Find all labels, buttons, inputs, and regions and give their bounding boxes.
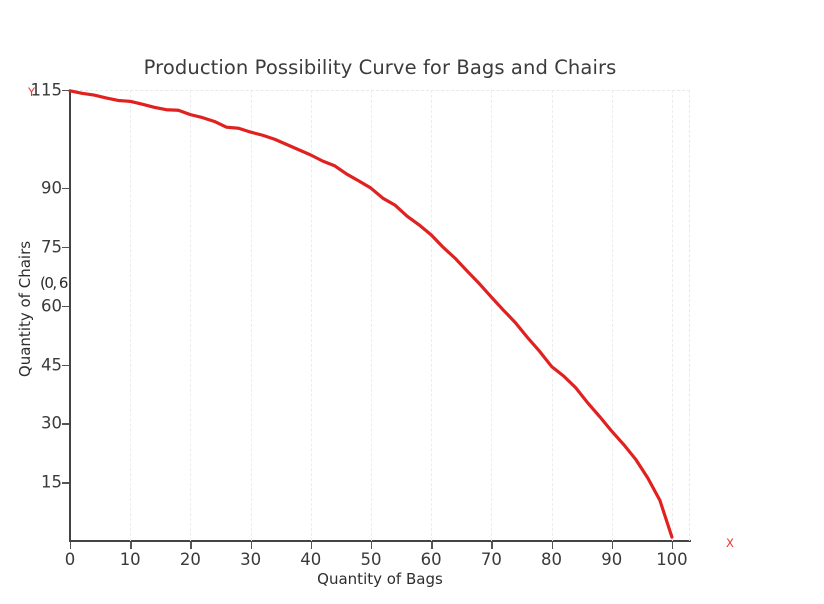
y-tick-mark [62,423,69,425]
x-tick-mark [671,542,674,549]
gridline-vertical [671,90,673,541]
y-intercept-annotation: (0, 6 [40,274,68,292]
x-tick-mark [250,542,252,549]
gridline-vertical [190,90,192,541]
x-tick-mark [70,542,72,549]
gridline-vertical [491,90,493,541]
y-axis-label: Quantity of Chairs [16,240,34,378]
x-tick-mark [491,542,493,549]
x-tick-label: 40 [300,550,322,569]
y-tick-label: 60 [41,296,62,316]
x-tick-label: 70 [480,550,502,569]
y-axis-spine [69,90,71,542]
ppc-curve-line [68,89,674,539]
x-tick-label: 80 [541,550,563,569]
y-tick-label: 90 [41,178,62,198]
y-tick-mark [62,246,69,249]
x-tick-mark [431,542,433,549]
x-tick-label: 0 [64,550,76,569]
y-tick-label: 30 [41,413,62,433]
grid-right-border [689,90,690,541]
y-tick-mark [62,364,69,366]
plot-area [68,89,690,541]
gridline-vertical [551,90,553,541]
x-tick-mark [370,542,373,549]
x-tick-mark [551,542,553,549]
ppc-curve-svg [68,89,674,539]
gridline-vertical [310,90,312,541]
x-tick-label: 90 [601,550,623,569]
y-tick-mark [62,90,69,92]
x-tick-label: 30 [240,550,262,569]
x-tick-label: 100 [656,550,688,569]
x-tick-mark [130,542,132,549]
gridline-vertical [431,90,433,541]
y-tick-label: 75 [41,237,62,257]
x-tick-label: 50 [360,550,382,569]
x-tick-mark [190,542,192,549]
x-tick-mark [611,542,614,549]
y-tick-label: 15 [41,472,62,492]
y-tick-mark [62,188,69,190]
x-tick-label: 20 [179,550,201,569]
y-tick-label: 115 [30,80,63,100]
x-tick-mark [310,542,313,549]
x-axis-spine [69,540,691,542]
y-tick-label: 45 [41,355,62,375]
gridline-vertical [370,90,372,541]
gridline-vertical [130,90,132,541]
gridline-vertical [250,90,252,541]
x-tick-label: 10 [119,550,141,569]
x-tick-label: 60 [420,550,442,569]
chart-title: Production Possibility Curve for Bags an… [143,56,617,79]
x-axis-letter: X [726,536,734,550]
y-tick-mark [62,482,69,484]
gridline-vertical [611,90,613,541]
x-axis-label: Quantity of Bags [317,570,443,588]
grid-top-border [70,90,690,91]
y-tick-mark [62,305,69,308]
y-axis-letter: Y [28,85,36,99]
